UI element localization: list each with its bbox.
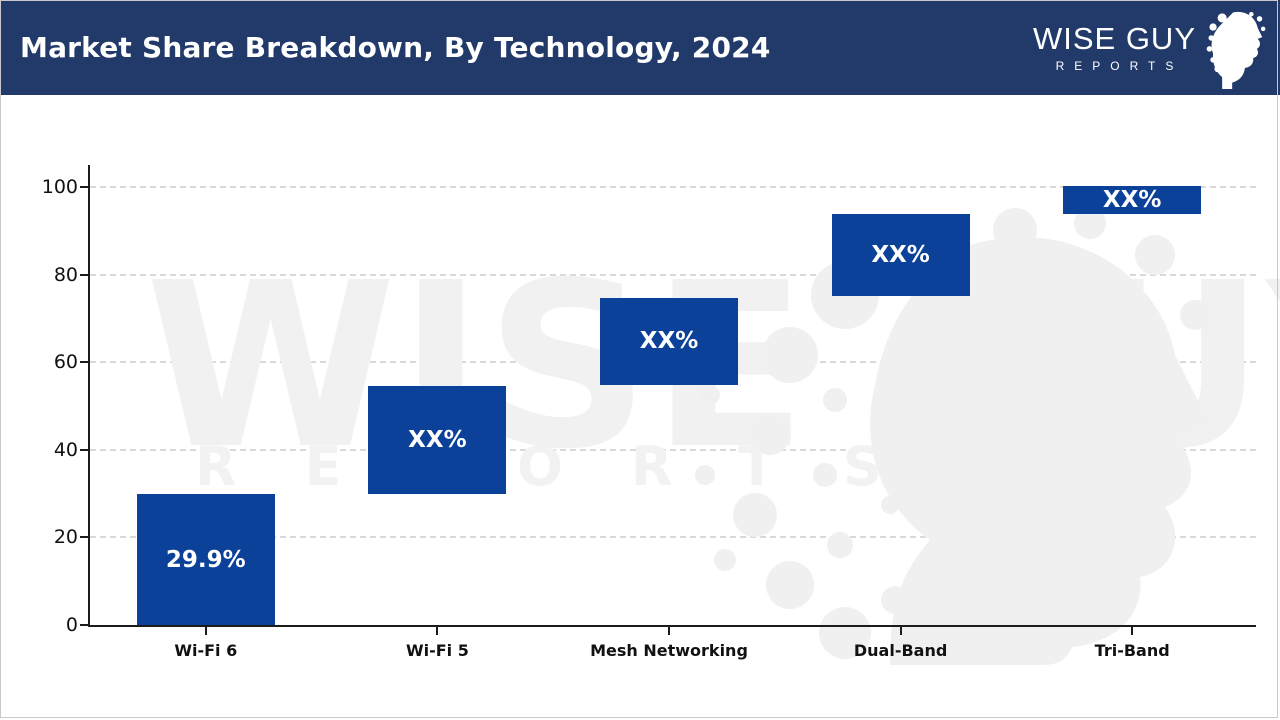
- x-axis-category-label: Tri-Band: [1094, 641, 1170, 660]
- x-axis-category-label: Wi-Fi 6: [174, 641, 238, 660]
- logo-subtitle: REPORTS: [1055, 59, 1184, 73]
- y-axis-spine: [88, 165, 90, 627]
- y-axis-tick-label: 100: [41, 176, 78, 198]
- y-axis-tick-mark: [80, 186, 88, 188]
- y-axis-tick-label: 60: [53, 351, 78, 374]
- bar-value-label: XX%: [408, 426, 467, 453]
- y-axis-tick-mark: [80, 624, 88, 626]
- x-axis-category-label: Dual-Band: [853, 641, 948, 660]
- bar-value-label: XX%: [1102, 186, 1162, 213]
- bar-dual-band: XX%: [831, 213, 970, 297]
- x-axis-tick-mark: [668, 627, 670, 635]
- wise-guy-reports-logo: WISE GUY REPORTS: [1033, 0, 1266, 95]
- x-axis-tick-mark: [436, 627, 439, 635]
- bar-wi-fi-5: XX%: [368, 385, 507, 495]
- y-axis-tick-label: 0: [65, 614, 78, 636]
- y-axis-tick-mark: [80, 361, 88, 364]
- dotted-face-profile-icon: [1206, 11, 1266, 89]
- bar-wi-fi-6: 29.9%: [136, 494, 275, 625]
- x-axis-category-label: Wi-Fi 5: [405, 641, 469, 660]
- chart-plot-area: 0 20 40 60 80 100 29.9% Wi-Fi 6 XX% Wi-Fi 5 XX% Mes…: [0, 95, 1280, 720]
- bar-tri-band: XX%: [1063, 185, 1202, 214]
- y-axis-tick-label: 80: [53, 263, 78, 286]
- gridline-40: [90, 448, 1256, 451]
- page-title: Market Share Breakdown, By Technology, 2…: [20, 31, 771, 64]
- y-axis-tick-label: 40: [53, 438, 78, 461]
- bar-value-label: XX%: [871, 242, 930, 269]
- bar-value-label: 29.9%: [165, 546, 246, 573]
- bar-value-label: XX%: [639, 328, 699, 355]
- y-axis-tick-mark: [80, 273, 88, 276]
- bar-mesh-networking: XX%: [600, 297, 738, 385]
- y-axis-tick-mark: [80, 536, 88, 539]
- gridline-100: [90, 186, 1256, 188]
- header-bar: Market Share Breakdown, By Technology, 2…: [0, 0, 1280, 95]
- logo-text: WISE GUY REPORTS: [1033, 23, 1196, 72]
- gridline-80: [90, 273, 1256, 276]
- gridline-20: [90, 536, 1256, 539]
- x-axis-tick-mark: [1131, 627, 1134, 635]
- x-axis-tick-mark: [899, 627, 902, 635]
- x-axis-category-label: Mesh Networking: [590, 641, 748, 660]
- y-axis-tick-label: 20: [53, 526, 78, 549]
- logo-wordmark: WISE GUY: [1032, 21, 1196, 56]
- y-axis-tick-mark: [80, 448, 88, 451]
- x-axis-spine: [88, 625, 1256, 627]
- x-axis-tick-mark: [204, 627, 207, 635]
